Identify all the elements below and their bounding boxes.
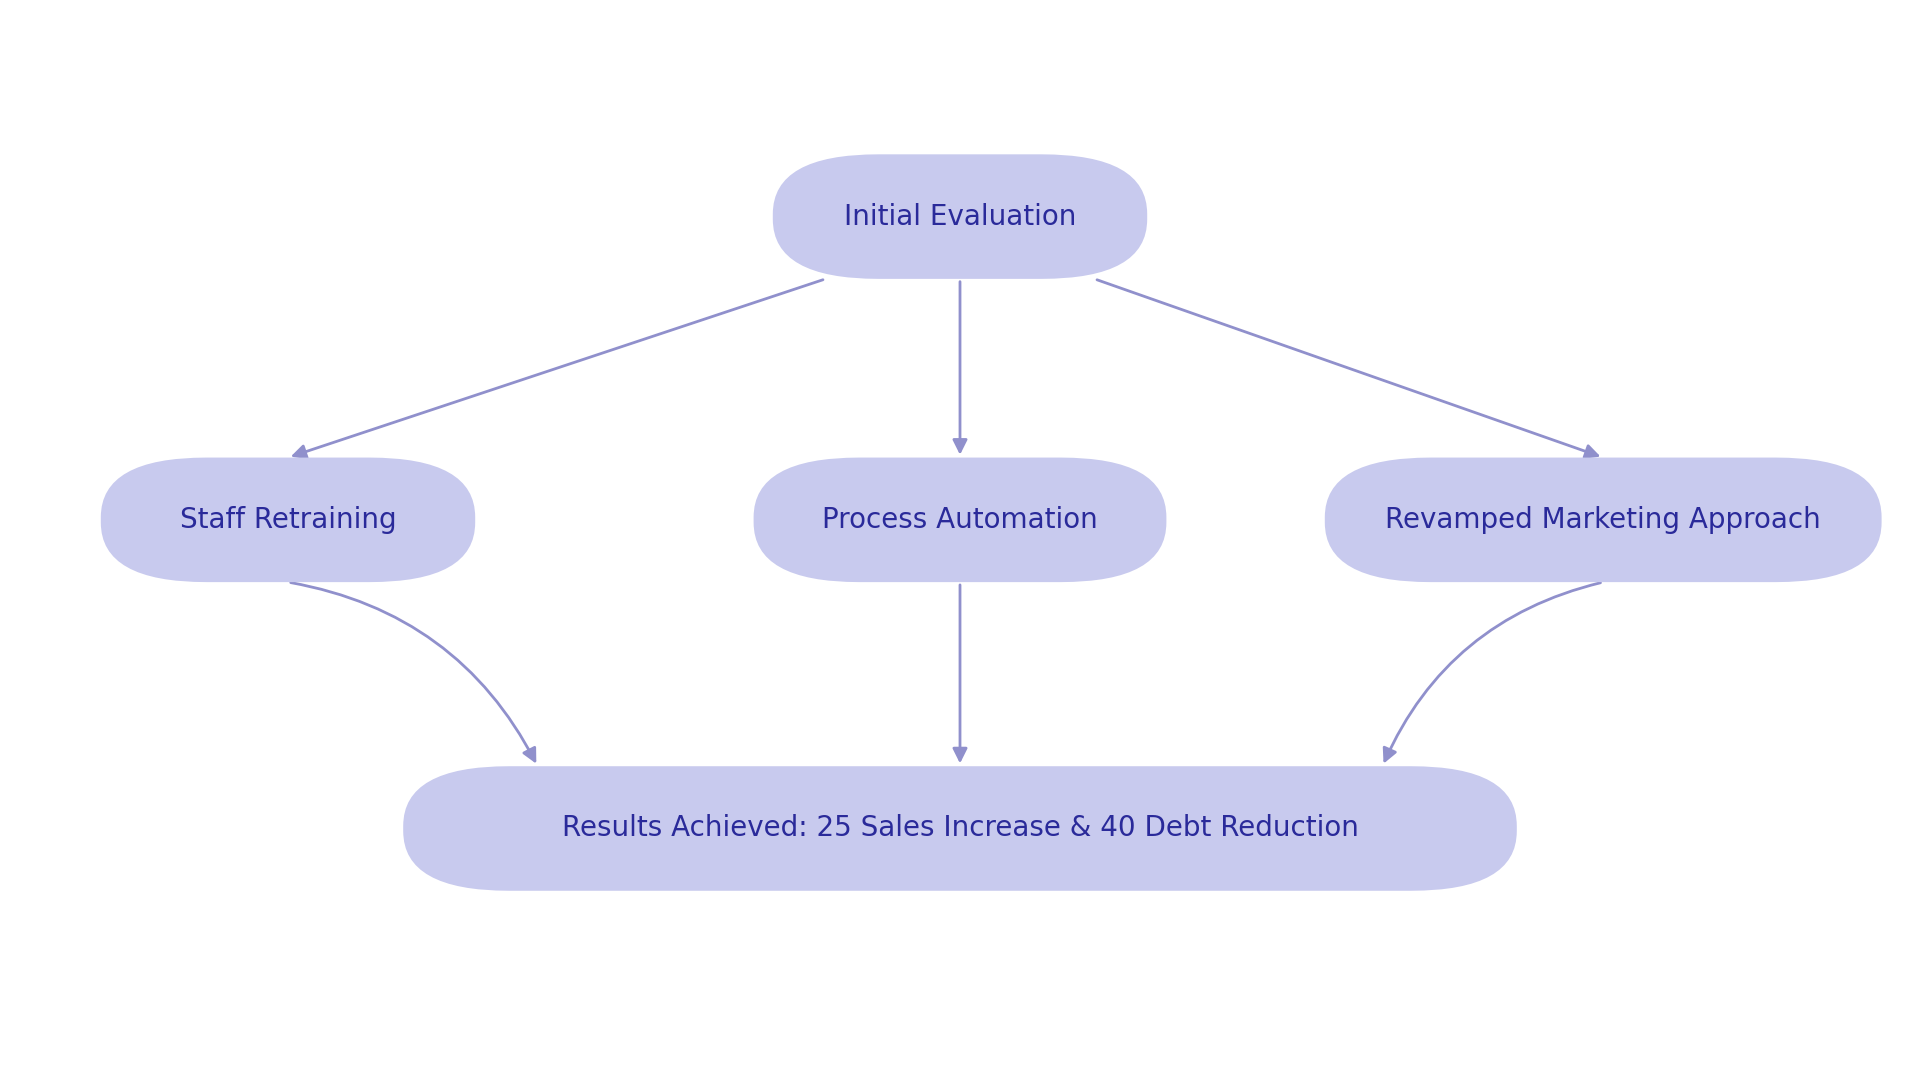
FancyBboxPatch shape (100, 457, 476, 583)
Text: Staff Retraining: Staff Retraining (180, 506, 396, 534)
FancyBboxPatch shape (772, 155, 1146, 278)
FancyBboxPatch shape (403, 767, 1517, 890)
Text: Initial Evaluation: Initial Evaluation (843, 203, 1077, 231)
FancyBboxPatch shape (1325, 457, 1882, 583)
FancyBboxPatch shape (753, 457, 1167, 583)
Text: Revamped Marketing Approach: Revamped Marketing Approach (1386, 506, 1820, 534)
Text: Process Automation: Process Automation (822, 506, 1098, 534)
Text: Results Achieved: 25 Sales Increase & 40 Debt Reduction: Results Achieved: 25 Sales Increase & 40… (561, 814, 1359, 843)
